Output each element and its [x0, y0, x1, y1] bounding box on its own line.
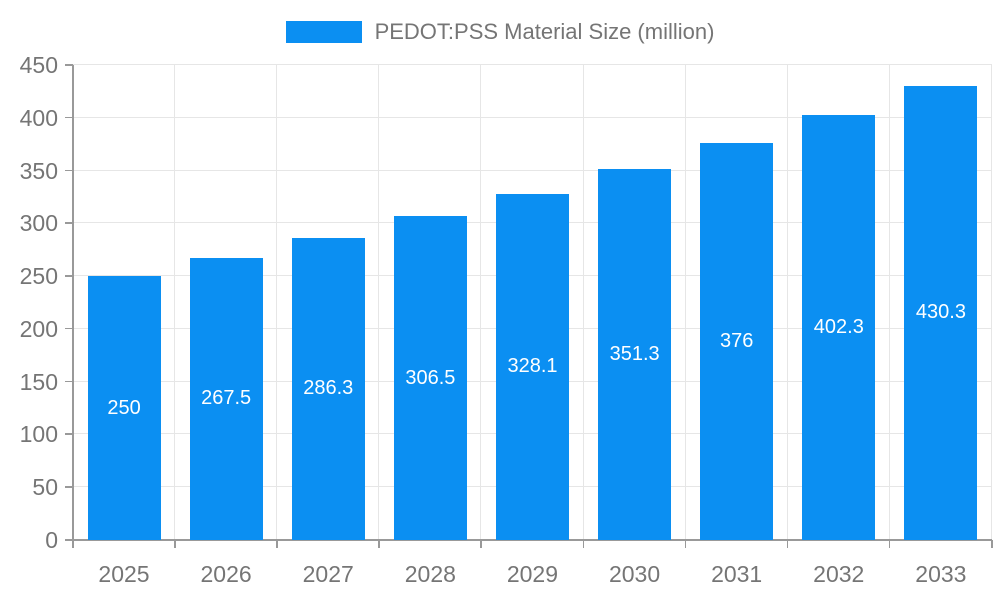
x-axis-tick: [480, 540, 482, 548]
bar[interactable]: 286.3: [291, 237, 365, 540]
gridline-vertical: [174, 65, 176, 540]
gridline-horizontal: [73, 116, 992, 118]
y-tick-label: 50: [32, 474, 58, 501]
gridline-vertical: [480, 65, 482, 540]
y-tick-label: 300: [19, 210, 58, 237]
bar-value-label: 267.5: [201, 387, 252, 410]
y-axis-line: [72, 65, 74, 540]
y-tick-label: 350: [19, 157, 58, 184]
y-tick-label: 150: [19, 368, 58, 395]
gridline-vertical: [378, 65, 380, 540]
x-axis-tick: [72, 540, 74, 548]
x-axis-tick: [378, 540, 380, 548]
y-tick-label: 0: [45, 527, 58, 553]
y-axis-tick: [65, 64, 73, 66]
bar[interactable]: 328.1: [496, 193, 569, 540]
bar[interactable]: 267.5: [189, 257, 263, 540]
x-tick-label: 2026: [200, 561, 252, 587]
y-tick-label: 100: [19, 421, 58, 448]
bar[interactable]: 306.5: [393, 216, 467, 540]
x-tick-label: 2030: [608, 561, 661, 587]
y-tick-label: 250: [19, 263, 58, 290]
bar-value-label: 286.3: [303, 377, 354, 400]
x-axis-tick: [991, 540, 993, 548]
x-axis-tick: [888, 540, 891, 548]
legend-swatch-icon: [285, 21, 362, 43]
y-tick-label: 200: [19, 315, 58, 342]
legend[interactable]: PEDOT:PSS Material Size (million): [0, 18, 1000, 46]
y-axis-tick: [65, 275, 73, 277]
bar[interactable]: 250: [87, 276, 161, 540]
x-tick-label: 2033: [915, 561, 967, 587]
y-axis-tick: [65, 539, 73, 541]
y-axis-tick: [65, 380, 73, 383]
y-tick-label: 400: [19, 104, 58, 131]
bar-value-label: 430.3: [915, 301, 966, 324]
legend-label: PEDOT:PSS Material Size (million): [374, 19, 715, 44]
bar[interactable]: 430.3: [904, 85, 978, 540]
gridline-horizontal: [73, 64, 992, 65]
x-tick-label: 2028: [404, 561, 456, 587]
x-axis-tick: [684, 540, 687, 548]
bar-value-label: 306.5: [405, 366, 456, 389]
gridline-vertical: [684, 65, 686, 540]
bar-value-label: 376: [720, 330, 754, 353]
gridline-vertical: [276, 65, 278, 540]
y-axis-tick: [65, 222, 73, 224]
bar-value-label: 402.3: [813, 316, 864, 339]
bar-value-label: 328.1: [507, 355, 558, 378]
gridline-vertical: [582, 65, 584, 540]
x-tick-label: 2029: [506, 561, 559, 587]
y-axis-tick: [65, 433, 73, 435]
gridline-vertical: [786, 65, 788, 540]
y-axis-tick: [65, 327, 73, 330]
x-axis-line: [72, 539, 992, 541]
y-tick-label: 450: [19, 52, 58, 78]
x-tick-label: 2025: [98, 561, 150, 587]
gridline-horizontal: [73, 169, 992, 171]
gridline-vertical: [888, 65, 890, 540]
bar[interactable]: 351.3: [598, 169, 672, 540]
x-axis-tick: [582, 540, 585, 548]
x-axis-tick: [786, 540, 789, 548]
x-axis-tick: [276, 540, 278, 548]
y-axis-tick: [65, 116, 73, 119]
x-tick-label: 2031: [711, 561, 763, 587]
bar-value-label: 351.3: [609, 343, 660, 366]
x-axis-tick: [174, 540, 176, 548]
x-tick-label: 2027: [302, 561, 354, 587]
bar-value-label: 250: [107, 396, 141, 419]
y-axis-tick: [65, 169, 73, 172]
bar[interactable]: 376: [700, 143, 774, 540]
gridline-vertical: [991, 65, 992, 540]
x-tick-label: 2032: [813, 561, 865, 587]
y-axis-tick: [65, 486, 73, 488]
bar[interactable]: 402.3: [802, 115, 876, 540]
